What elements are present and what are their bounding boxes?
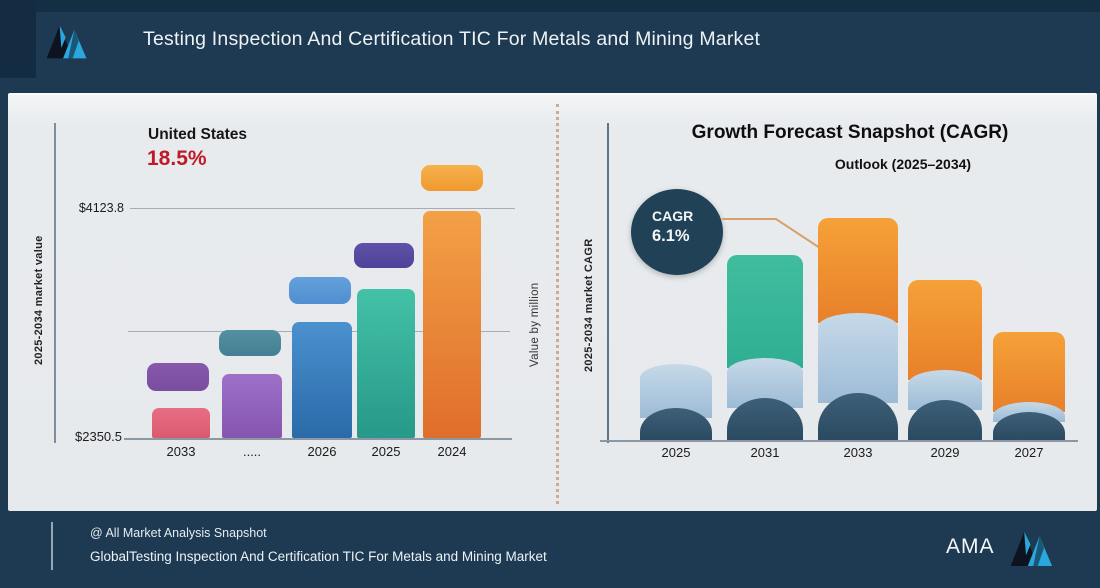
left-chart-y-axis-line xyxy=(54,123,56,443)
ytick-top-label: $4123.8 xyxy=(78,201,124,215)
header-corner-block xyxy=(0,0,36,78)
ytick-bottom-label: $2350.5 xyxy=(75,429,122,444)
bar-2024 xyxy=(423,211,481,438)
x-tick-label: 2029 xyxy=(930,445,960,460)
x-tick-label: 2026 xyxy=(307,444,337,459)
bar-cap-2025 xyxy=(354,243,414,268)
footer-brand-text: AMA xyxy=(946,535,995,558)
bar-segment-2029-dome xyxy=(908,400,982,440)
right-chart-y-axis-line xyxy=(607,123,609,443)
cagr-badge-label: CAGR xyxy=(652,208,694,224)
bar-segment-2029-orange xyxy=(908,280,982,380)
bar-segment-2033-orange xyxy=(818,218,898,323)
bar-2025 xyxy=(357,289,415,438)
x-tick-label: 2033 xyxy=(166,444,196,459)
header-top-strip xyxy=(0,0,1100,12)
x-tick-label: 2025 xyxy=(371,444,401,459)
left-chart-baseline xyxy=(124,438,512,440)
page-title: Testing Inspection And Certification TIC… xyxy=(143,28,761,50)
right-chart-baseline xyxy=(600,440,1078,442)
x-tick-label: 2033 xyxy=(843,445,873,460)
bar-cap-2033 xyxy=(147,363,209,391)
bar-..... xyxy=(222,374,282,438)
x-tick-label: 2024 xyxy=(437,444,467,459)
left-chart-y-axis-title: 2025-2034 market value xyxy=(33,235,45,365)
footer-divider-line xyxy=(51,522,53,570)
bar-segment-2031-teal xyxy=(727,255,803,368)
gridline-top xyxy=(130,208,515,210)
bar-cap-2026 xyxy=(289,277,351,304)
ama-logo-icon xyxy=(44,20,96,62)
x-tick-label: 2025 xyxy=(661,445,691,460)
x-tick-label: 2031 xyxy=(750,445,780,460)
bar-2033 xyxy=(152,408,210,438)
bar-segment-2027-dome xyxy=(993,412,1065,440)
right-chart-title: Growth Forecast Snapshot (CAGR) xyxy=(691,122,1009,143)
cagr-badge: CAGR 6.1% xyxy=(631,189,723,275)
left-chart-right-axis-title: Value by million xyxy=(529,282,541,368)
footer-credit: @ All Market Analysis Snapshot xyxy=(90,526,267,540)
right-chart-y-axis-title: 2025-2034 market CAGR xyxy=(583,238,595,372)
bar-cap-..... xyxy=(219,330,281,356)
footer-caption: GlobalTesting Inspection And Certificati… xyxy=(90,549,547,564)
x-tick-label: 2027 xyxy=(1014,445,1044,460)
panel-divider xyxy=(556,104,559,504)
bar-cap-2024 xyxy=(421,165,483,191)
x-tick-label: ..... xyxy=(242,444,262,459)
bar-segment-2027-orange xyxy=(993,332,1065,412)
right-chart-subtitle: Outlook (2025–2034) xyxy=(834,156,972,172)
footer-ama-logo-icon xyxy=(1008,527,1062,569)
cagr-badge-value: 6.1% xyxy=(652,226,690,245)
bar-segment-2033-mid xyxy=(818,313,898,403)
left-chart-region-label: United States xyxy=(148,126,248,143)
bar-2026 xyxy=(292,322,352,438)
left-chart-highlight-value: 18.5% xyxy=(147,147,207,170)
bar-segment-2025-dome xyxy=(640,408,712,440)
